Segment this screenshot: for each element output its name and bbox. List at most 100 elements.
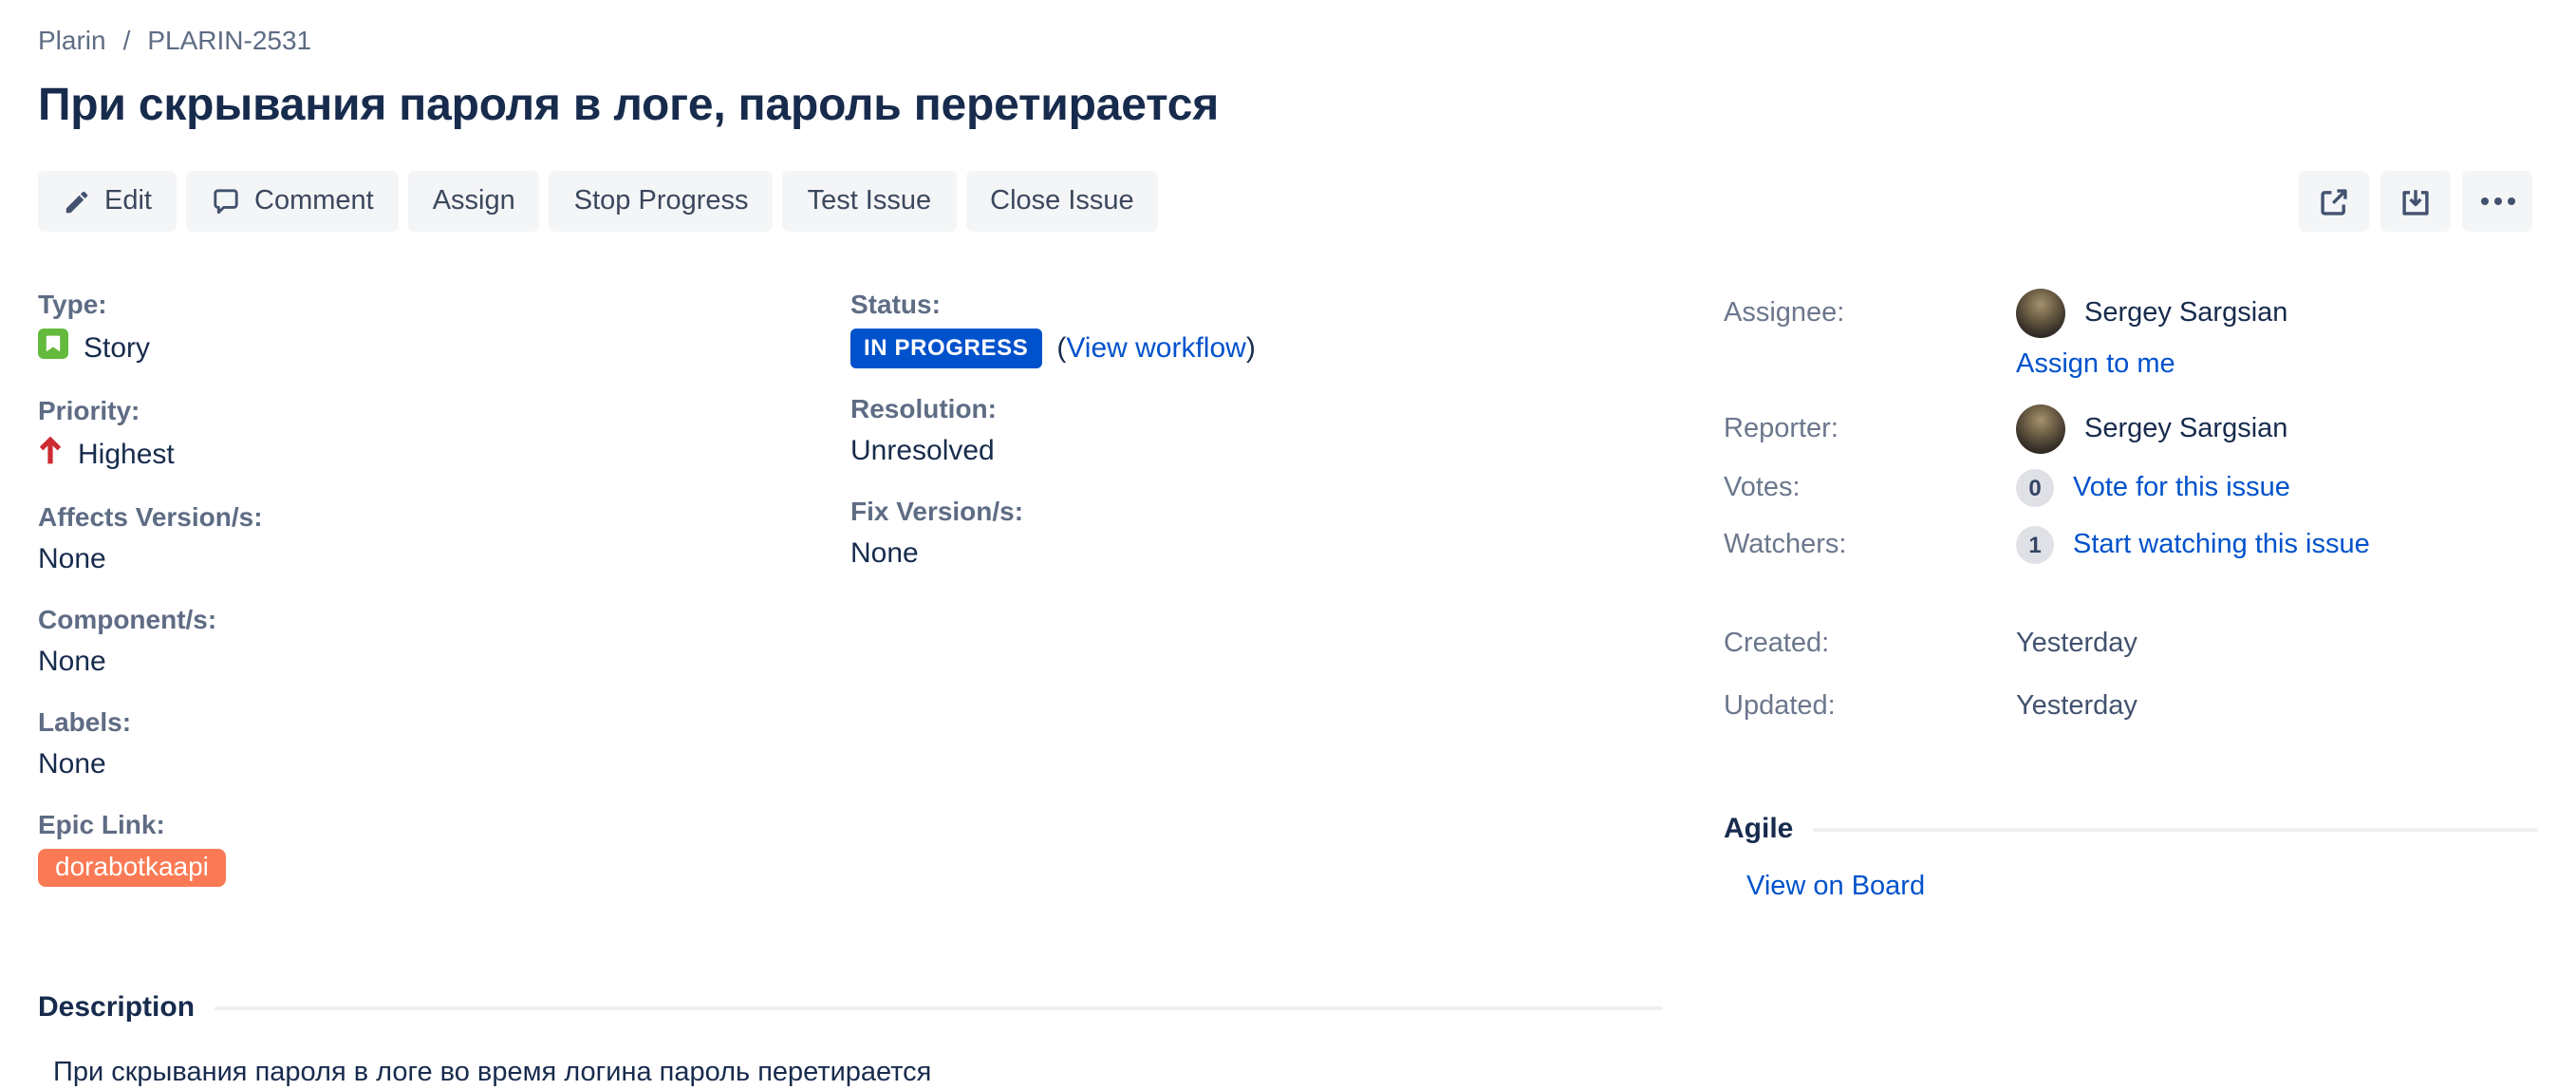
- assignee-row: Assignee: Sergey Sargsian: [1724, 289, 2538, 338]
- status-label: Status:: [850, 289, 941, 319]
- created-value: Yesterday: [2016, 629, 2137, 659]
- assign-button[interactable]: Assign: [407, 171, 540, 232]
- stop-progress-button[interactable]: Stop Progress: [549, 171, 774, 232]
- field-resolution: Resolution: Unresolved: [850, 393, 1663, 471]
- field-status: Status: IN PROGRESS (View workflow): [850, 289, 1663, 368]
- issue-details-area: Type: Story Priority:: [38, 289, 1663, 1090]
- details-left-column: Type: Story Priority:: [38, 289, 850, 911]
- created-label: Created:: [1724, 629, 1830, 659]
- view-workflow-link[interactable]: View workflow: [1066, 331, 1246, 364]
- assignee-name: Sergey Sargsian: [2084, 298, 2288, 329]
- test-issue-button[interactable]: Test Issue: [782, 171, 957, 232]
- dates-module: Created: Yesterday Updated: Yesterday: [1724, 621, 2538, 729]
- main-area: Type: Story Priority:: [38, 289, 2538, 1090]
- priority-label: Priority:: [38, 395, 140, 425]
- toolbar: Edit Comment Assign Stop Progress Test I…: [38, 171, 2532, 232]
- watchers-label: Watchers:: [1724, 530, 1847, 560]
- toolbar-icon-buttons: [2299, 171, 2532, 232]
- components-label: Component/s:: [38, 604, 217, 634]
- description-paragraph: При скрывания пароля в логе во время лог…: [53, 1058, 932, 1088]
- watchers-count-badge: 1: [2016, 526, 2054, 564]
- share-button[interactable]: [2299, 171, 2369, 232]
- affects-versions-label: Affects Version/s:: [38, 501, 263, 532]
- share-icon: [2318, 185, 2350, 217]
- priority-value: Highest: [78, 439, 175, 471]
- agile-divider: [1812, 827, 2538, 831]
- type-value: Story: [84, 332, 151, 365]
- view-on-board-link[interactable]: View on Board: [1746, 872, 1926, 902]
- breadcrumb-separator: /: [122, 25, 131, 55]
- watchers-row: Watchers: 1 Start watching this issue: [1724, 522, 2538, 568]
- story-icon: [38, 329, 68, 370]
- export-icon: [2399, 185, 2432, 217]
- toolbar-action-buttons: Edit Comment Assign Stop Progress Test I…: [38, 171, 1159, 232]
- updated-label: Updated:: [1724, 691, 1836, 722]
- resolution-value: Unresolved: [850, 435, 995, 467]
- ellipsis-icon: [2480, 197, 2514, 205]
- issue-title: При скрывания пароля в логе, пароль пере…: [38, 80, 1220, 131]
- field-priority: Priority: Highest: [38, 395, 850, 477]
- epic-link-label: Epic Link:: [38, 809, 165, 839]
- breadcrumb-project-link[interactable]: Plarin: [38, 25, 106, 55]
- breadcrumb: Plarin / PLARIN-2531: [38, 19, 2532, 55]
- assignee-avatar: [2016, 289, 2065, 338]
- field-components: Component/s: None: [38, 604, 850, 682]
- start-watching-link[interactable]: Start watching this issue: [2073, 530, 2370, 560]
- fix-versions-value: None: [850, 537, 919, 570]
- votes-label: Votes:: [1724, 473, 1801, 503]
- affects-versions-value: None: [38, 543, 106, 575]
- field-fix-versions: Fix Version/s: None: [850, 496, 1663, 573]
- assignee-label: Assignee:: [1724, 298, 1845, 329]
- field-type: Type: Story: [38, 289, 850, 370]
- details-right-column: Status: IN PROGRESS (View workflow) Reso…: [850, 289, 1663, 911]
- description-heading: Description: [38, 991, 196, 1024]
- updated-row: Updated: Yesterday: [1724, 684, 2538, 729]
- workflow-paren-open: (: [1056, 331, 1067, 364]
- comment-button[interactable]: Comment: [186, 171, 399, 232]
- agile-module: Agile View on Board: [1724, 813, 2538, 904]
- reporter-row: Reporter: Sergey Sargsian: [1724, 404, 2538, 454]
- stop-progress-button-label: Stop Progress: [573, 186, 749, 216]
- reporter-name: Sergey Sargsian: [2084, 414, 2288, 444]
- issue-sidebar: Assignee: Sergey Sargsian Assign to me R…: [1724, 289, 2538, 904]
- close-issue-button-label: Close Issue: [990, 186, 1134, 216]
- status-badge: IN PROGRESS: [850, 329, 1042, 368]
- agile-heading: Agile: [1724, 813, 1794, 845]
- test-issue-button-label: Test Issue: [807, 186, 932, 216]
- more-button[interactable]: [2462, 171, 2532, 232]
- reporter-avatar: [2016, 404, 2065, 454]
- labels-label: Labels:: [38, 706, 132, 737]
- assign-button-label: Assign: [432, 186, 515, 216]
- edit-button-label: Edit: [104, 186, 152, 216]
- field-epic-link: Epic Link: dorabotkaapi: [38, 809, 850, 887]
- details-module: Type: Story Priority:: [38, 289, 1663, 911]
- reporter-label: Reporter:: [1724, 414, 1839, 444]
- comment-bubble-icon: [211, 186, 241, 216]
- updated-value: Yesterday: [2016, 691, 2137, 722]
- comment-button-label: Comment: [254, 186, 374, 216]
- type-label: Type:: [38, 289, 107, 319]
- resolution-label: Resolution:: [850, 393, 997, 423]
- priority-highest-icon: [38, 435, 63, 477]
- field-affects-versions: Affects Version/s: None: [38, 501, 850, 579]
- assign-to-me-link[interactable]: Assign to me: [2016, 349, 2175, 380]
- fix-versions-label: Fix Version/s:: [850, 496, 1024, 526]
- description-divider: [214, 1005, 1663, 1009]
- votes-row: Votes: 0 Vote for this issue: [1724, 465, 2538, 511]
- pencil-icon: [63, 187, 91, 216]
- components-value: None: [38, 646, 106, 678]
- edit-button[interactable]: Edit: [38, 171, 177, 232]
- created-row: Created: Yesterday: [1724, 621, 2538, 667]
- votes-count-badge: 0: [2016, 469, 2054, 507]
- close-issue-button[interactable]: Close Issue: [965, 171, 1159, 232]
- breadcrumb-issue-key-link[interactable]: PLARIN-2531: [147, 25, 312, 55]
- description-module: Description При скрывания пароля в логе …: [38, 991, 1663, 1090]
- workflow-paren-close: ): [1245, 331, 1256, 364]
- export-button[interactable]: [2380, 171, 2451, 232]
- epic-link-badge[interactable]: dorabotkaapi: [38, 849, 226, 887]
- vote-for-issue-link[interactable]: Vote for this issue: [2073, 473, 2290, 503]
- field-labels: Labels: None: [38, 706, 850, 784]
